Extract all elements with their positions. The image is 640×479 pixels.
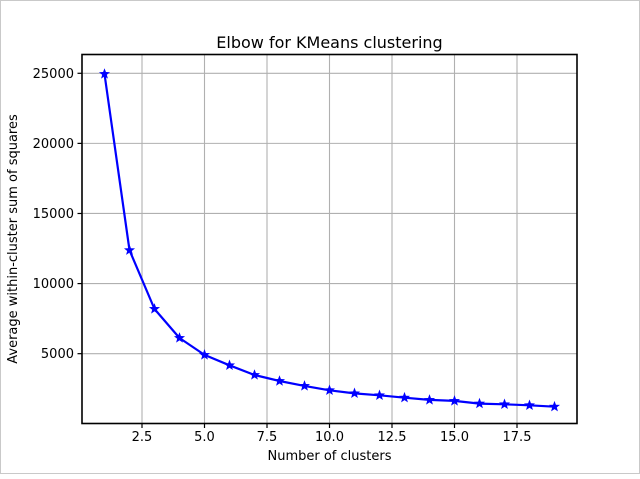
x-tick-label: 15.0 [440, 430, 469, 445]
data-point-marker [198, 349, 211, 360]
data-point-marker [473, 397, 486, 409]
y-tick-label: 15000 [33, 207, 74, 222]
x-tick-label: 12.5 [378, 430, 407, 445]
x-tick-label: 2.5 [132, 430, 153, 445]
data-point-marker [548, 400, 561, 412]
y-tick-label: 20000 [33, 137, 74, 152]
data-point-marker [98, 68, 111, 79]
x-tick-label: 7.5 [257, 430, 278, 445]
x-tick-label: 5.0 [194, 430, 215, 445]
chart-title: Elbow for KMeans clustering [216, 33, 442, 52]
y-tick-label: 25000 [33, 67, 74, 82]
data-point-marker [423, 394, 436, 405]
plot-layers: 2.5 5.0 7.5 10.0 12.5 15.0 17.5 5000 10000 15000 2… [33, 53, 578, 445]
data-point-marker [373, 389, 386, 401]
data-point-marker [498, 398, 511, 409]
y-tick-label: 5000 [41, 347, 74, 362]
data-point-marker [248, 369, 261, 380]
x-axis-label: Number of clusters [267, 449, 391, 464]
data-point-marker [148, 303, 161, 314]
data-point-marker [523, 399, 536, 410]
data-point-marker [223, 359, 236, 371]
data-point-marker [398, 391, 411, 403]
data-point-marker [348, 387, 361, 399]
data-point-marker [298, 380, 311, 391]
data-point-marker [123, 244, 136, 255]
x-tick-label: 17.5 [503, 430, 532, 445]
x-tick-label: 10.0 [315, 430, 344, 445]
y-tick-label: 10000 [33, 277, 74, 292]
data-point-marker [448, 395, 461, 406]
data-point-marker [173, 332, 186, 343]
data-point-marker [273, 375, 286, 386]
data-point-marker [323, 384, 336, 395]
y-axis-label: Average within-cluster sum of squares [6, 114, 21, 364]
